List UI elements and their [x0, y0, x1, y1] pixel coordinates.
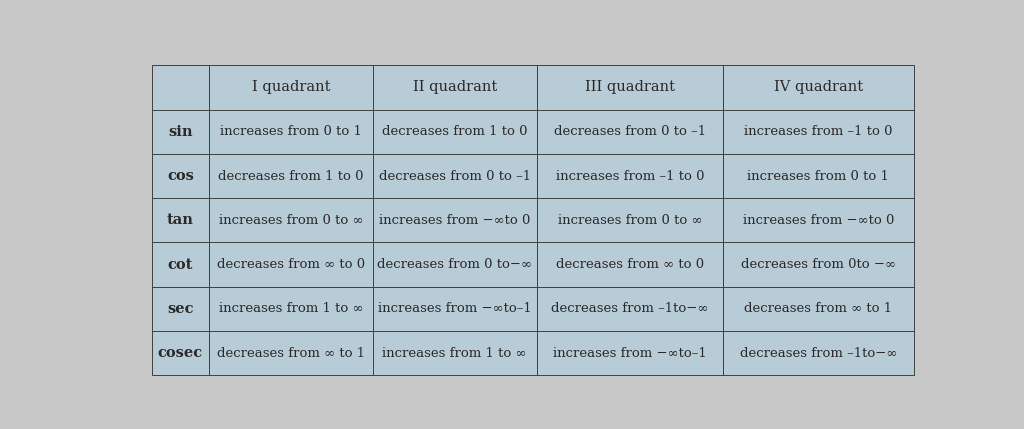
Bar	[373, 154, 537, 198]
Text: increases from 0 to ∞: increases from 0 to ∞	[558, 214, 702, 227]
Bar	[209, 65, 373, 110]
Text: decreases from ∞ to 0: decreases from ∞ to 0	[217, 258, 365, 271]
Text: sec: sec	[167, 302, 194, 316]
Bar	[373, 287, 537, 331]
Bar	[152, 331, 209, 375]
Bar	[152, 242, 209, 287]
Bar	[373, 65, 537, 110]
Bar	[209, 110, 373, 154]
Text: decreases from ∞ to 0: decreases from ∞ to 0	[556, 258, 703, 271]
Bar	[152, 154, 209, 198]
Bar	[152, 287, 209, 331]
Bar	[152, 110, 209, 154]
Text: increases from 0 to ∞: increases from 0 to ∞	[218, 214, 364, 227]
Bar	[537, 287, 723, 331]
Text: cosec: cosec	[158, 346, 203, 360]
Text: decreases from –1to−∞: decreases from –1to−∞	[739, 347, 897, 360]
Text: decreases from 1 to 0: decreases from 1 to 0	[382, 125, 527, 138]
Bar	[723, 65, 913, 110]
Text: decreases from ∞ to 1: decreases from ∞ to 1	[217, 347, 365, 360]
Bar	[537, 154, 723, 198]
Text: III quadrant: III quadrant	[585, 80, 675, 94]
Bar	[373, 110, 537, 154]
Text: I quadrant: I quadrant	[252, 80, 330, 94]
Bar	[373, 331, 537, 375]
Bar	[209, 242, 373, 287]
Text: decreases from –1to−∞: decreases from –1to−∞	[551, 302, 709, 315]
Text: increases from −∞to–1: increases from −∞to–1	[553, 347, 707, 360]
Text: decreases from 1 to 0: decreases from 1 to 0	[218, 169, 364, 183]
Bar	[209, 287, 373, 331]
Text: tan: tan	[167, 213, 194, 227]
Bar	[723, 242, 913, 287]
Bar	[723, 287, 913, 331]
Bar	[723, 198, 913, 242]
Bar	[723, 331, 913, 375]
Text: decreases from 0to −∞: decreases from 0to −∞	[741, 258, 896, 271]
Bar	[152, 65, 209, 110]
Bar	[537, 242, 723, 287]
Text: sin: sin	[168, 125, 193, 139]
Bar	[209, 331, 373, 375]
Text: increases from −∞to 0: increases from −∞to 0	[379, 214, 530, 227]
Text: increases from −∞to 0: increases from −∞to 0	[742, 214, 894, 227]
Text: increases from −∞to–1: increases from −∞to–1	[378, 302, 531, 315]
Text: cos: cos	[167, 169, 194, 183]
Text: increases from –1 to 0: increases from –1 to 0	[556, 169, 705, 183]
Text: decreases from 0 to –1: decreases from 0 to –1	[379, 169, 530, 183]
Text: cot: cot	[168, 257, 194, 272]
Bar	[152, 198, 209, 242]
Text: increases from –1 to 0: increases from –1 to 0	[744, 125, 893, 138]
Text: increases from 1 to ∞: increases from 1 to ∞	[218, 302, 364, 315]
Bar	[537, 65, 723, 110]
Bar	[537, 198, 723, 242]
Text: IV quadrant: IV quadrant	[774, 80, 863, 94]
Bar	[373, 242, 537, 287]
Bar	[537, 331, 723, 375]
Text: increases from 0 to 1: increases from 0 to 1	[220, 125, 361, 138]
Text: II quadrant: II quadrant	[413, 80, 497, 94]
Bar	[723, 154, 913, 198]
Text: decreases from 0 to−∞: decreases from 0 to−∞	[377, 258, 532, 271]
Bar	[373, 198, 537, 242]
Bar	[209, 198, 373, 242]
Text: increases from 1 to ∞: increases from 1 to ∞	[382, 347, 527, 360]
Bar	[209, 154, 373, 198]
Bar	[723, 110, 913, 154]
Text: decreases from 0 to –1: decreases from 0 to –1	[554, 125, 706, 138]
Text: increases from 0 to 1: increases from 0 to 1	[748, 169, 890, 183]
Text: decreases from ∞ to 1: decreases from ∞ to 1	[744, 302, 893, 315]
Bar	[537, 110, 723, 154]
